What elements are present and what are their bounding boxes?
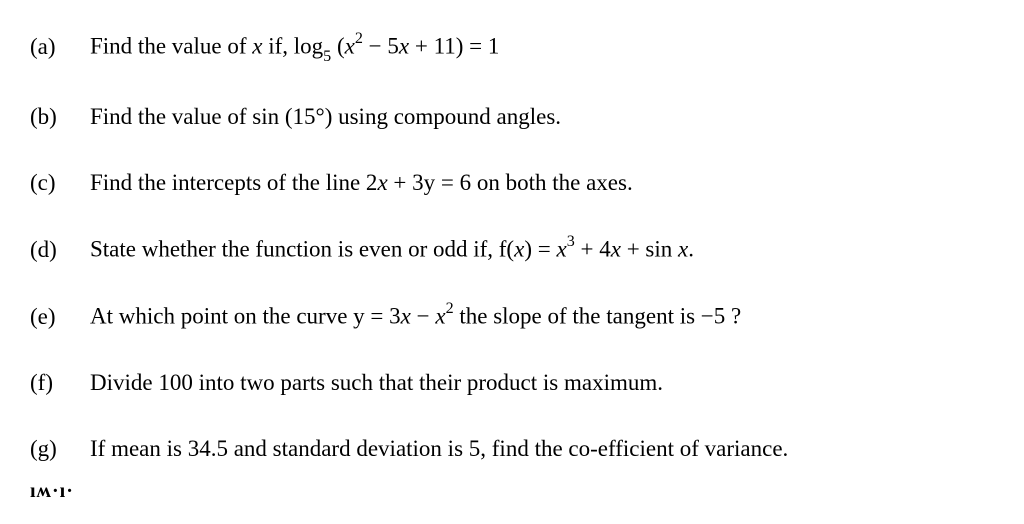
text-part: State whether the function is even or od… [90, 237, 514, 262]
text-part: − 5 [363, 34, 399, 59]
question-text: Find the intercepts of the line 2x + 3y … [90, 167, 1004, 199]
question-g: (g) If mean is 34.5 and standard deviati… [30, 433, 1004, 465]
math-sub: 5 [323, 48, 331, 65]
text-part: Find the value of [90, 34, 252, 59]
question-label: (d) [30, 234, 90, 266]
math-var: x [399, 34, 409, 59]
question-label: (g) [30, 433, 90, 465]
math-var: x [345, 34, 355, 59]
text-part: + 4 [575, 237, 611, 262]
text-part: At which point on the curve y = 3 [90, 304, 401, 329]
question-text: Find the value of x if, log5 (x2 − 5x + … [90, 30, 1004, 67]
text-part: ) = [524, 237, 556, 262]
question-text: Find the value of sin (15°) using compou… [90, 101, 1004, 133]
question-label: (c) [30, 167, 90, 199]
text-part: ( [331, 34, 344, 59]
text-part: + sin [621, 237, 678, 262]
question-f: (f) Divide 100 into two parts such that … [30, 367, 1004, 399]
math-var: x [611, 237, 621, 262]
question-list: (a) Find the value of x if, log5 (x2 − 5… [30, 30, 1004, 465]
text-part: + 3y = 6 on both the axes. [388, 170, 633, 195]
question-label: (f) [30, 367, 90, 399]
math-var: x [556, 237, 566, 262]
question-text: At which point on the curve y = 3x − x2 … [90, 300, 1004, 333]
question-d: (d) State whether the function is even o… [30, 233, 1004, 266]
question-label: (b) [30, 101, 90, 133]
math-var: x [377, 170, 387, 195]
question-text: State whether the function is even or od… [90, 233, 1004, 266]
text-part: + 11) = 1 [409, 34, 499, 59]
question-a: (a) Find the value of x if, log5 (x2 − 5… [30, 30, 1004, 67]
question-c: (c) Find the intercepts of the line 2x +… [30, 167, 1004, 199]
question-label: (a) [30, 31, 90, 63]
question-b: (b) Find the value of sin (15°) using co… [30, 101, 1004, 133]
text-part: if, log [262, 34, 323, 59]
question-label: (e) [30, 301, 90, 333]
math-var: x [401, 304, 411, 329]
text-part: − [411, 304, 435, 329]
text-part: . [688, 237, 694, 262]
math-sup: 2 [446, 300, 454, 317]
footer-mark: ıʍ·ı· [30, 480, 1004, 503]
math-var: x [252, 34, 262, 59]
math-var: x [678, 237, 688, 262]
question-e: (e) At which point on the curve y = 3x −… [30, 300, 1004, 333]
math-var: x [514, 237, 524, 262]
text-part: Find the intercepts of the line 2 [90, 170, 377, 195]
math-sup: 2 [355, 30, 363, 47]
math-sup: 3 [567, 233, 575, 250]
question-text: Divide 100 into two parts such that thei… [90, 367, 1004, 399]
text-part: the slope of the tangent is −5 ? [454, 304, 742, 329]
question-text: If mean is 34.5 and standard deviation i… [90, 433, 1004, 465]
math-var: x [435, 304, 445, 329]
